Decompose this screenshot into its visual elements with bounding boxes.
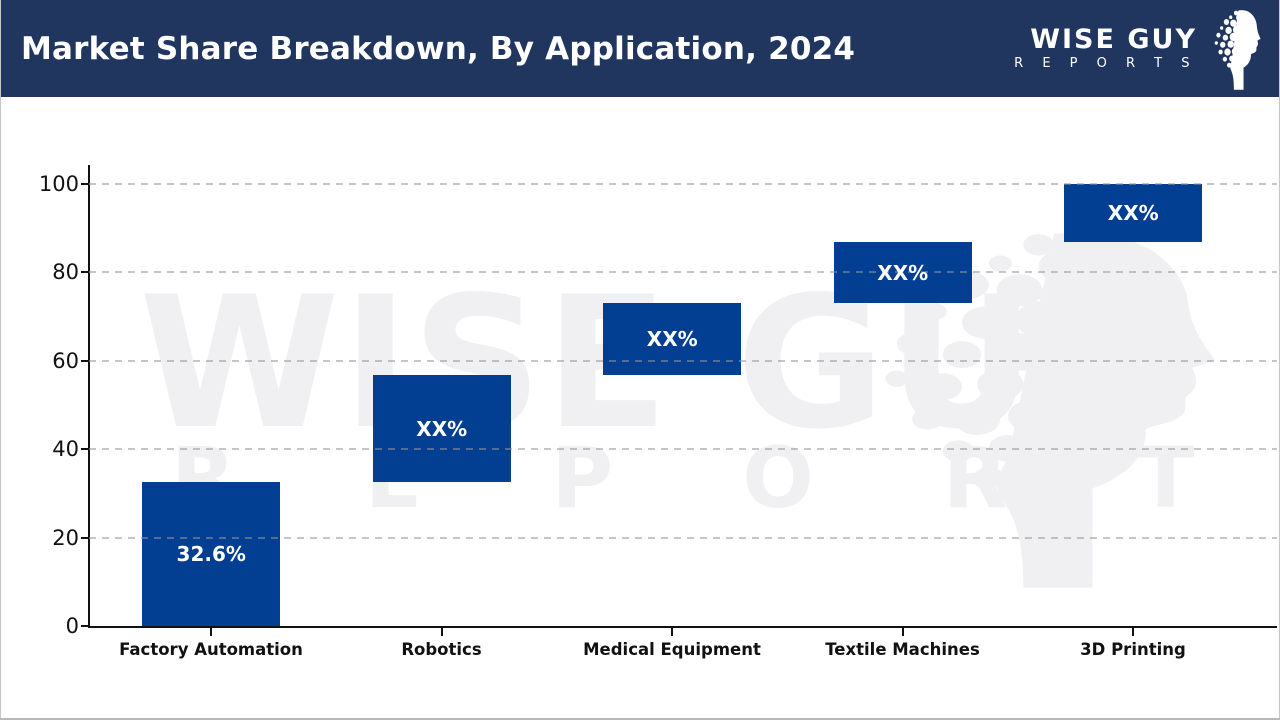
page-title: Market Share Breakdown, By Application, … xyxy=(21,30,856,67)
y-tick-mark xyxy=(81,183,89,185)
brand-logo: WISE GUY R E P O R T S xyxy=(1010,7,1267,91)
y-tick-mark xyxy=(81,625,89,627)
x-tick-label-3: Textile Machines xyxy=(825,640,980,659)
x-tick-mark xyxy=(210,628,213,636)
y-tick-label: 100 xyxy=(38,172,79,196)
y-tick-label: 20 xyxy=(52,525,79,550)
bar-segment-0 xyxy=(142,481,281,626)
y-tick-label: 60 xyxy=(52,348,79,373)
brand-wordmark: WISE GUY xyxy=(1030,23,1197,55)
gridline-y-60 xyxy=(89,359,1277,362)
y-tick-label: 0 xyxy=(65,614,79,638)
bar-segment-4 xyxy=(1064,184,1203,242)
plot-area: 0 20 40 60 80 100 Factory Automation 32.6% Robot… xyxy=(1,97,1279,718)
x-tick-label-4: 3D Printing xyxy=(1080,640,1186,659)
gridline-y-100 xyxy=(89,183,1277,185)
brand-logo-text: WISE GUY R E P O R T S xyxy=(1010,23,1197,72)
y-tick-mark xyxy=(81,271,89,274)
x-tick-mark xyxy=(901,628,904,636)
gridline-y-20 xyxy=(89,536,1277,539)
gridline-y-80 xyxy=(89,271,1277,274)
dotted-head-icon xyxy=(1214,9,1261,90)
y-tick-mark xyxy=(81,536,89,539)
brand-subtext: R E P O R T S xyxy=(1014,56,1197,72)
bar-value-label-4: XX% xyxy=(1107,200,1159,225)
gridline-y-40 xyxy=(89,448,1277,451)
bar-value-label-1: XX% xyxy=(416,416,468,441)
bar-segment-2 xyxy=(603,303,742,376)
x-tick-label-0: Factory Automation xyxy=(119,640,303,659)
y-tick-label: 40 xyxy=(52,437,79,462)
y-axis-line xyxy=(88,165,90,628)
x-axis-line xyxy=(88,626,1277,628)
x-tick-mark xyxy=(440,628,443,636)
y-tick-label: 80 xyxy=(52,260,79,285)
y-tick-mark xyxy=(81,448,89,451)
x-tick-label-2: Medical Equipment xyxy=(583,640,761,659)
y-tick-mark xyxy=(81,359,89,362)
x-tick-label-1: Robotics xyxy=(401,640,482,659)
bar-value-label-0: 32.6% xyxy=(176,541,246,566)
x-tick-mark xyxy=(671,628,674,636)
header: Market Share Breakdown, By Application, … xyxy=(1,0,1279,97)
bar-value-label-3: XX% xyxy=(877,260,929,285)
bar-value-label-2: XX% xyxy=(646,327,698,352)
x-tick-mark xyxy=(1132,628,1135,636)
bar-segment-1 xyxy=(372,375,511,482)
